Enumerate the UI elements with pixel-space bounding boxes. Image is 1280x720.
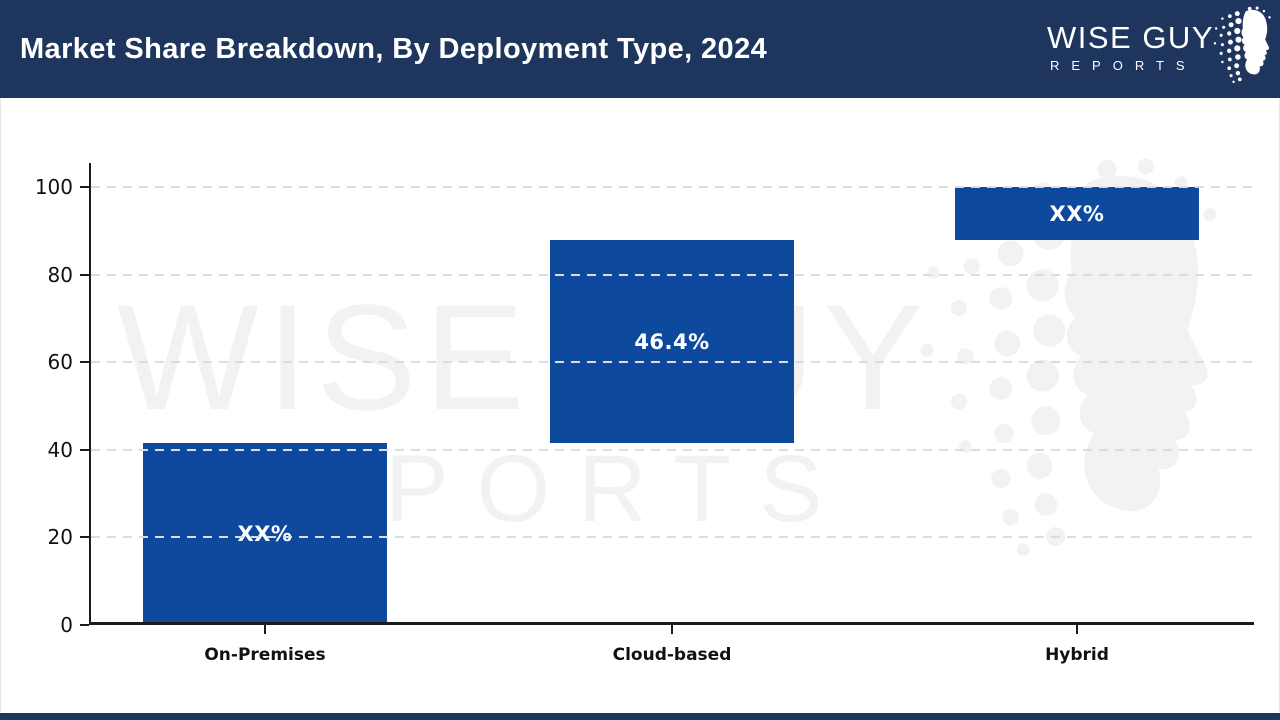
wiseguy-logo: WISE GUY REPORTS: [1047, 6, 1272, 87]
x-tick-label-cloud-based: Cloud-based: [612, 645, 732, 665]
y-axis-line: [89, 163, 91, 625]
plot-area: 0 20 40 60 80 100 XX% On-Premises 46.4% Cloud-bas…: [35, 163, 1254, 665]
y-tick-100: [80, 186, 89, 188]
y-tick-label-60: 60: [47, 350, 73, 375]
y-tick-label-0: 0: [60, 613, 73, 637]
bar-cloud-based: 46.4%: [550, 240, 794, 444]
logo-face-icon: [1213, 6, 1271, 84]
x-tick-cloud-based: [671, 625, 673, 634]
y-tick-label-100: 100: [34, 175, 73, 199]
y-tick-20: [80, 536, 89, 539]
gridline-80: [91, 273, 1254, 276]
footer-bar: [0, 713, 1280, 720]
y-tick-label-20: 20: [47, 525, 73, 550]
x-tick-on-premises: [264, 625, 266, 634]
logo-subtext: REPORTS: [1049, 57, 1197, 73]
y-tick-40: [80, 448, 89, 451]
page-title: Market Share Breakdown, By Deployment Ty…: [20, 32, 768, 65]
y-tick-label-80: 80: [47, 262, 73, 287]
header: Market Share Breakdown, By Deployment Ty…: [0, 0, 1280, 98]
bar-label-hybrid: XX%: [1049, 201, 1105, 226]
chart-canvas: WISE GUY REPORTS 0 20 40 60 80 100 XX% On-Premi…: [0, 98, 1280, 713]
x-tick-label-hybrid: Hybrid: [1045, 645, 1109, 665]
bar-on-premises: XX%: [143, 443, 387, 625]
x-tick-label-on-premises: On-Premises: [204, 645, 326, 665]
bar-label-on-premises: XX%: [237, 522, 293, 547]
y-tick-0: [80, 624, 89, 626]
gridline-40: [91, 448, 1254, 451]
gridline-60: [91, 361, 1254, 364]
gridline-100: [91, 186, 1254, 188]
bar-hybrid: XX%: [955, 187, 1199, 240]
x-tick-hybrid: [1076, 625, 1078, 634]
x-axis-line: [89, 622, 1254, 625]
y-tick-80: [80, 273, 89, 276]
gridline-20: [91, 536, 1254, 539]
bar-label-cloud-based: 46.4%: [634, 329, 710, 354]
logo-wordmark: WISE GUY: [1046, 19, 1214, 55]
y-tick-60: [80, 361, 89, 364]
logo-text: WISE GUY REPORTS: [1046, 19, 1214, 73]
y-tick-label-40: 40: [47, 437, 73, 462]
